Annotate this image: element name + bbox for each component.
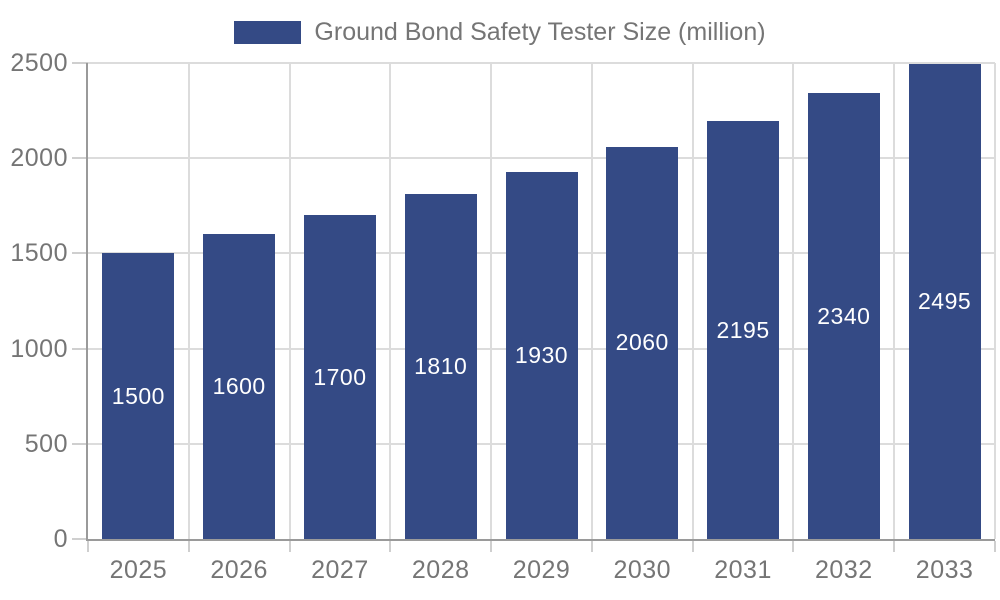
y-gridline (88, 157, 995, 160)
y-axis-tick-label: 1500 (10, 239, 68, 268)
x-axis-tick-label: 2027 (311, 556, 369, 584)
y-axis-line (86, 63, 88, 541)
x-gridline (691, 63, 694, 539)
y-axis-tick (72, 347, 88, 350)
x-gridline (187, 63, 190, 539)
bar-value-label: 1930 (514, 341, 569, 368)
bar-value-label: 2495 (918, 287, 972, 314)
bar-2032: 2340 (807, 93, 880, 539)
bar-value-label: 1600 (212, 373, 266, 400)
legend-label: Ground Bond Safety Tester Size (million) (314, 18, 766, 46)
x-axis-tick-label: 2031 (714, 556, 772, 584)
x-axis-tick-label: 2030 (613, 556, 672, 584)
y-axis-tick (72, 442, 88, 445)
x-axis-tick (994, 541, 996, 552)
legend[interactable]: Ground Bond Safety Tester Size (million) (0, 18, 1000, 47)
x-gridline (590, 63, 593, 539)
x-gridline (490, 63, 493, 539)
x-axis-tick (288, 541, 291, 552)
x-axis-tick-label: 2028 (411, 556, 470, 584)
x-gridline (994, 63, 996, 539)
x-axis-tick (490, 541, 493, 552)
x-gridline (389, 63, 392, 539)
bar-2031: 2195 (707, 121, 780, 539)
x-axis-tick (792, 541, 795, 552)
x-axis-tick (87, 541, 89, 552)
bar-value-label: 1700 (313, 363, 367, 390)
x-axis-tick-label: 2033 (915, 556, 974, 584)
y-axis-tick (72, 157, 88, 160)
bar-2033: 2495 (908, 63, 981, 539)
x-gridline (893, 63, 896, 539)
y-axis-tick (72, 538, 88, 540)
bar-value-label: 2195 (716, 316, 770, 343)
bar-value-label: 2060 (615, 329, 669, 356)
bar-value-label: 2340 (817, 302, 871, 329)
legend-swatch (234, 21, 302, 44)
bar-2027: 1700 (303, 215, 376, 539)
x-axis-tick-label: 2025 (109, 556, 168, 584)
bar-2028: 1810 (404, 194, 477, 539)
x-axis-tick-label: 2026 (210, 556, 268, 584)
x-gridline (792, 63, 795, 539)
bar-2026: 1600 (203, 234, 276, 539)
bar-2025: 1500 (102, 253, 175, 539)
bar-value-label: 1500 (111, 382, 165, 409)
x-axis-tick-label: 2029 (512, 556, 571, 584)
x-gridline (288, 63, 291, 539)
x-axis-line (86, 539, 995, 541)
y-axis-tick-label: 2000 (10, 144, 68, 173)
y-gridline (88, 62, 995, 64)
x-axis-tick (893, 541, 896, 552)
x-axis-tick-label: 2032 (815, 556, 873, 584)
y-axis-tick (72, 62, 88, 64)
x-axis-tick (187, 541, 190, 552)
y-axis-tick-label: 500 (24, 429, 68, 458)
x-axis-tick (691, 541, 694, 552)
x-axis-tick (590, 541, 593, 552)
y-axis-tick-label: 1000 (10, 334, 68, 363)
bar-2029: 1930 (505, 171, 578, 539)
y-axis-tick (72, 252, 88, 255)
y-axis-tick-label: 0 (53, 525, 68, 553)
x-axis-tick (389, 541, 392, 552)
y-axis-tick-label: 2500 (10, 49, 68, 77)
bar-2030: 2060 (606, 146, 679, 539)
bar-value-label: 1810 (414, 353, 468, 380)
